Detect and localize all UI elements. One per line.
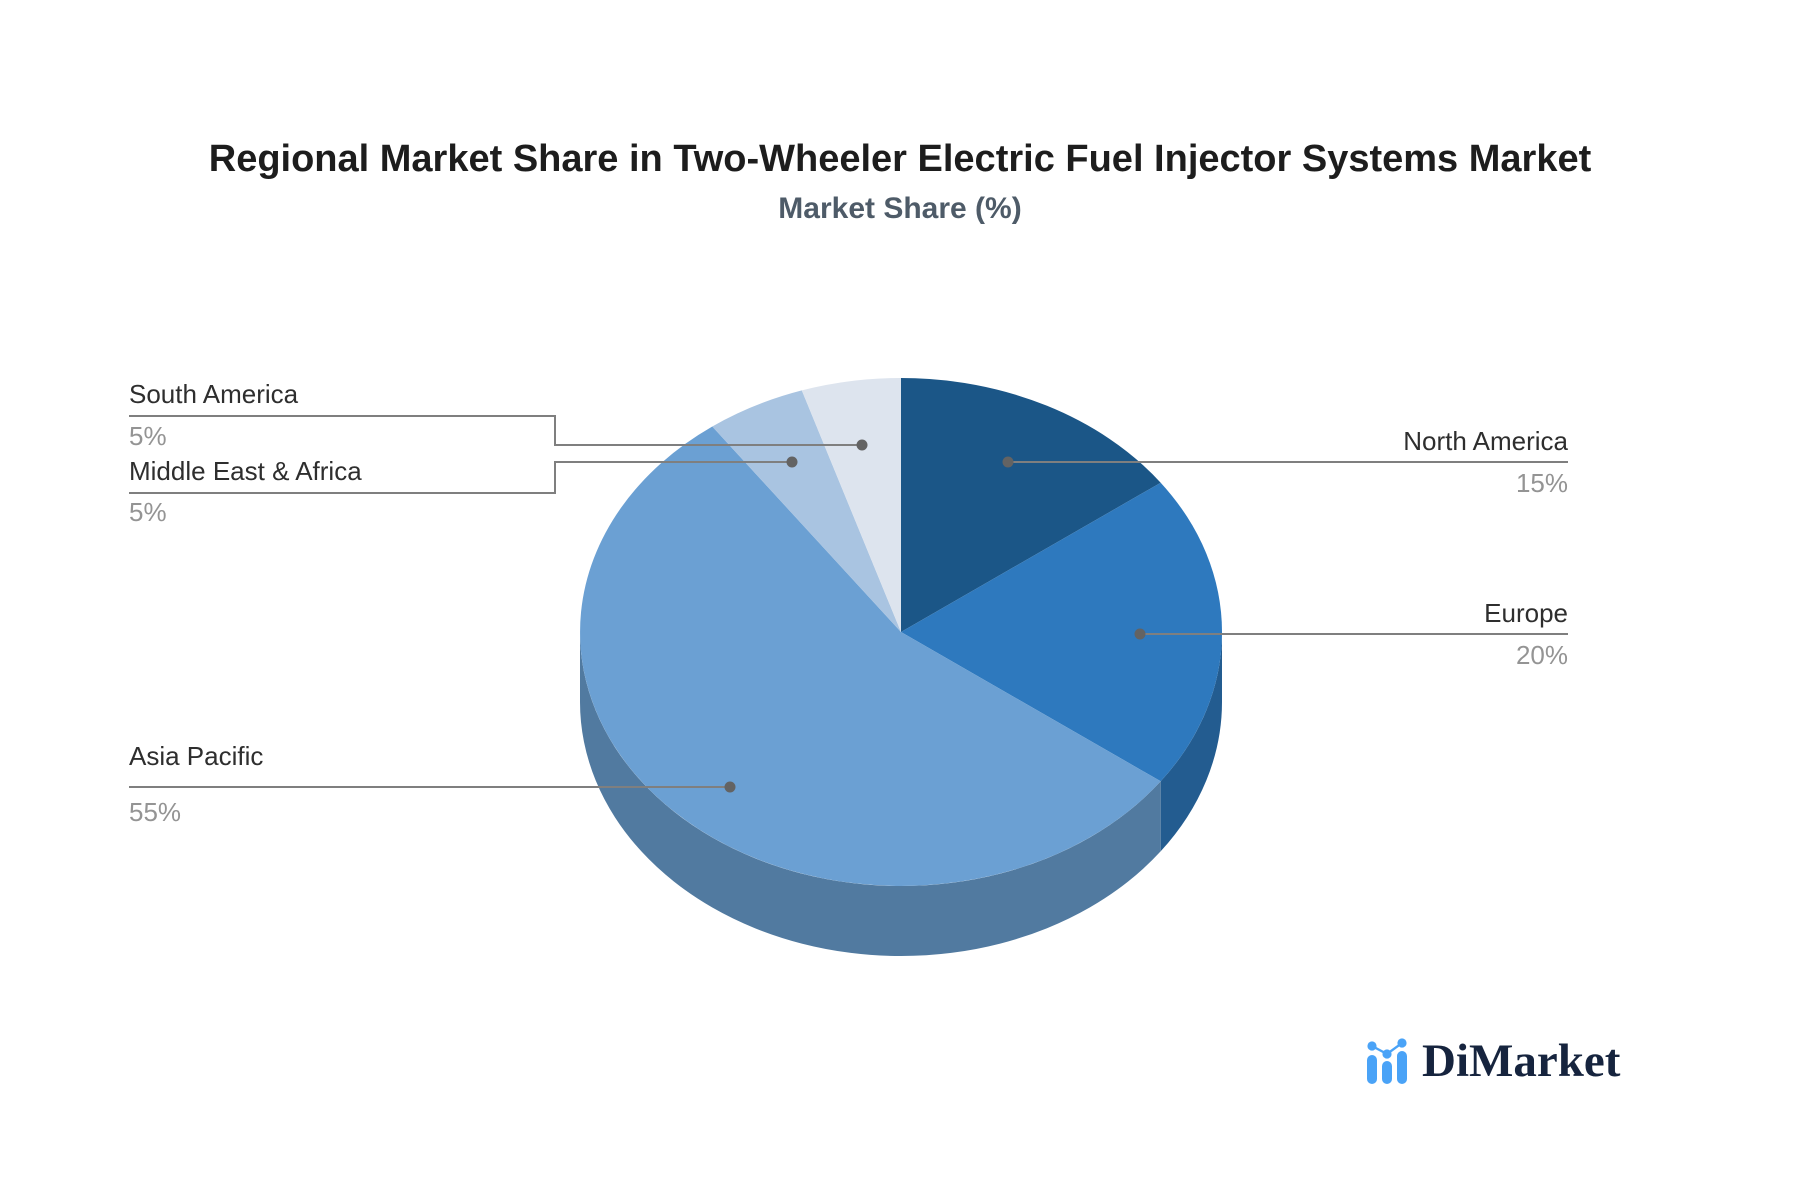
label-europe-value: 20% [1515,640,1568,670]
connector-dot-south-america [856,439,868,451]
pie-slice-europe[interactable] [901,482,1223,782]
label-europe-name: Europe [1484,598,1568,628]
label-middle-east-africa-name: Middle East & Africa [129,456,362,486]
connector-dot-asia-pacific [724,781,736,793]
chart-subtitle: Market Share (%) [778,192,1022,225]
pie-slice-middle-east-africa[interactable] [712,390,901,632]
label-south-america-value: 5% [129,421,167,451]
label-asia-pacific: Asia Pacific [129,743,263,769]
logo-bars-icon [1367,1038,1407,1084]
logo-text: DiMarket [1422,1034,1621,1087]
label-middle-east-africa-value: 5% [129,497,167,527]
label-connector-middle-east-africa [129,461,792,494]
pie-slice-south-america[interactable] [801,378,901,632]
label-north-america-name: North America [1403,426,1568,456]
pie-slice-asia-pacific[interactable] [580,426,1161,886]
label-connector-south-america [129,415,862,446]
connector-dot-europe [1134,628,1146,640]
pie-rim-europe [1160,632,1222,852]
pie-slice-north-america[interactable] [901,378,1161,632]
logo: DiMarket [1364,1036,1620,1086]
label-north-america-value: 15% [1515,468,1568,498]
pie-rim-asia-pacific [580,632,1161,957]
label-asia-pacific-value: 55% [129,797,182,827]
label-south-america-name: South America [129,379,299,409]
chart-title: Regional Market Share in Two-Wheeler Ele… [208,138,1592,180]
label-north-america: North America [1403,428,1568,454]
label-asia-pacific-name: Asia Pacific [129,741,264,771]
connector-dot-north-america [1002,456,1014,468]
label-europe: Europe [1484,600,1568,626]
connector-dot-middle-east-africa [786,456,798,468]
label-middle-east-africa: Middle East & Africa [129,458,362,484]
label-south-america: South America [129,381,298,407]
